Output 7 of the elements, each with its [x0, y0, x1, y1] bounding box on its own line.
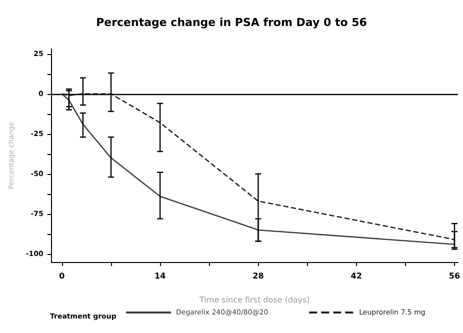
x-tick-label: 56 — [448, 272, 460, 280]
x-axis-title: Time since first dose (days) — [198, 296, 310, 304]
x-tick-label: 28 — [252, 272, 264, 280]
x-tick-label: 14 — [154, 272, 166, 280]
x-tick-label: 42 — [350, 272, 362, 280]
chart-title: Percentage change in PSA from Day 0 to 56 — [96, 16, 368, 29]
x-tick-label: 0 — [59, 272, 66, 280]
